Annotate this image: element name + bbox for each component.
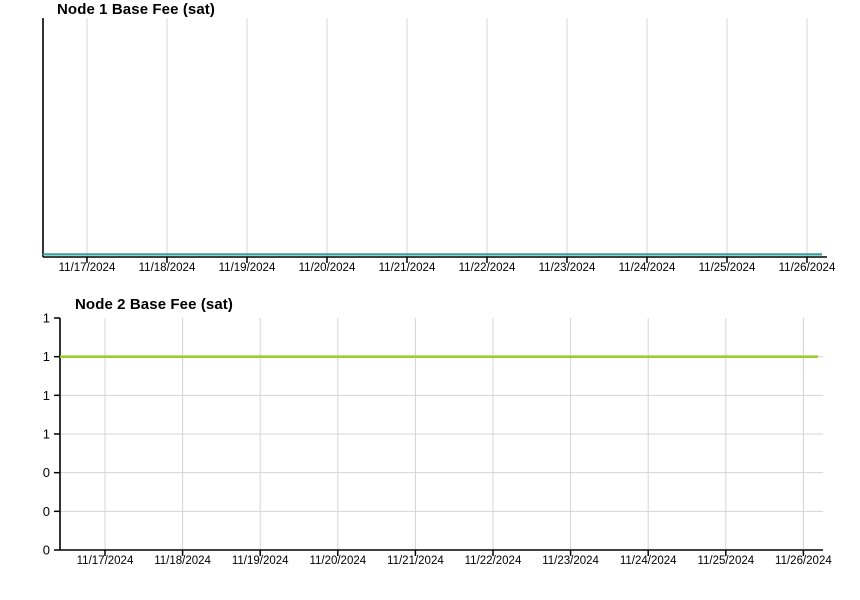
node2-x-tick-label: 11/21/2024 (387, 555, 444, 567)
node2-y-tick-label: 1 (43, 388, 50, 403)
node2-x-tick-label: 11/24/2024 (620, 555, 677, 567)
node1-x-tick-label: 11/22/2024 (459, 262, 516, 274)
node2-y-tick-label: 1 (43, 349, 50, 364)
node2-x-tick-label: 11/26/2024 (775, 555, 832, 567)
node1-x-tick-label: 11/25/2024 (699, 262, 756, 274)
node1-x-tick-label: 11/17/2024 (59, 262, 116, 274)
node1-x-tick-label: 11/18/2024 (139, 262, 196, 274)
node2-x-tick-label: 11/20/2024 (309, 555, 366, 567)
node1-x-tick-label: 11/23/2024 (539, 262, 596, 274)
node2-x-tick-label: 11/22/2024 (465, 555, 522, 567)
node2-y-tick-label: 0 (43, 504, 50, 519)
node1-x-tick-label: 11/20/2024 (299, 262, 356, 274)
node1-x-tick-label: 11/26/2024 (779, 262, 836, 274)
node2-y-tick-label: 0 (43, 465, 50, 480)
node2-x-tick-label: 11/23/2024 (542, 555, 599, 567)
node2-x-tick-label: 11/19/2024 (232, 555, 289, 567)
node1-x-tick-label: 11/21/2024 (379, 262, 436, 274)
node2-chart-title: Node 2 Base Fee (sat) (75, 296, 233, 313)
node1-x-tick-label: 11/24/2024 (619, 262, 676, 274)
node1-x-tick-label: 11/19/2024 (219, 262, 276, 274)
node2-y-tick-label: 0 (43, 543, 50, 558)
node2-x-tick-label: 11/18/2024 (154, 555, 211, 567)
node2-y-tick-label: 1 (43, 427, 50, 442)
node2-y-tick-label: 1 (43, 311, 50, 326)
node1-chart-title: Node 1 Base Fee (sat) (57, 1, 215, 18)
node2-x-tick-label: 11/25/2024 (697, 555, 754, 567)
node2-x-tick-label: 11/17/2024 (77, 555, 134, 567)
